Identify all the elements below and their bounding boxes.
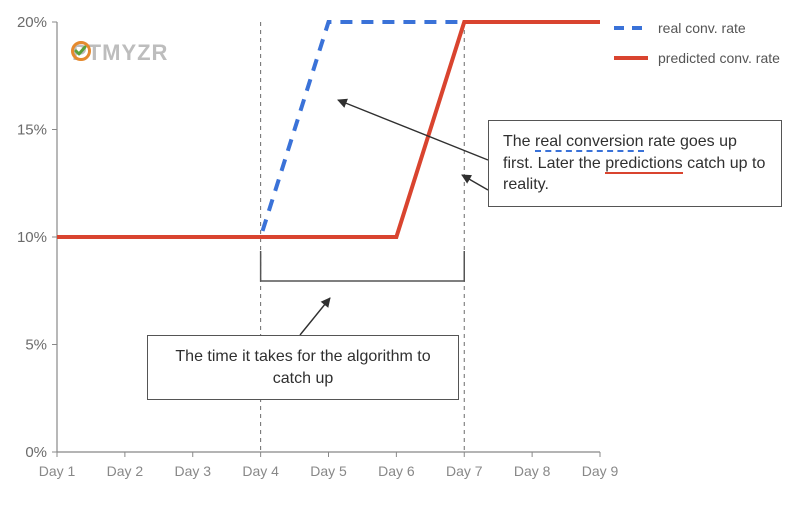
x-tick: Day 4 [242,452,279,479]
x-tick-label: Day 7 [446,463,483,479]
optmyzr-logo: PTMYZR [70,40,168,66]
x-tick-label: Day 9 [582,463,619,479]
x-tick-label: Day 4 [242,463,279,479]
y-tick-label: 0% [25,444,47,461]
y-tick: 15% [17,122,57,139]
annotation-bottom: The time it takes for the algorithm to c… [147,335,459,400]
annotation-arrow [462,175,488,190]
x-tick: Day 6 [378,452,415,479]
x-tick: Day 3 [174,452,211,479]
x-tick-label: Day 8 [514,463,551,479]
x-tick-label: Day 1 [39,463,76,479]
x-tick-label: Day 6 [378,463,415,479]
y-tick: 0% [25,444,57,461]
x-tick-label: Day 2 [107,463,144,479]
x-tick: Day 5 [310,452,347,479]
x-tick: Day 8 [514,452,551,479]
x-tick-label: Day 3 [174,463,211,479]
time-bracket [261,251,465,281]
legend-label: real conv. rate [658,20,746,36]
y-tick-label: 20% [17,14,47,31]
x-tick-label: Day 5 [310,463,347,479]
legend-label: predicted conv. rate [658,50,780,66]
x-tick: Day 9 [582,452,619,479]
annotation-arrow [300,298,330,335]
annotation-top: The real conversion rate goes up first. … [488,120,782,207]
y-tick: 20% [17,14,57,31]
x-tick: Day 7 [446,452,483,479]
y-tick: 10% [17,229,57,246]
y-tick-label: 5% [25,337,47,354]
x-tick: Day 2 [107,452,144,479]
annotation-arrow [338,100,488,160]
chart-svg: 0% 5% 10% 15% 20% Day 1 Day 2 Day 3 Day 4 Day 5 Da… [0,0,800,513]
y-tick: 5% [25,337,57,354]
y-tick-label: 15% [17,122,47,139]
y-tick-label: 10% [17,229,47,246]
